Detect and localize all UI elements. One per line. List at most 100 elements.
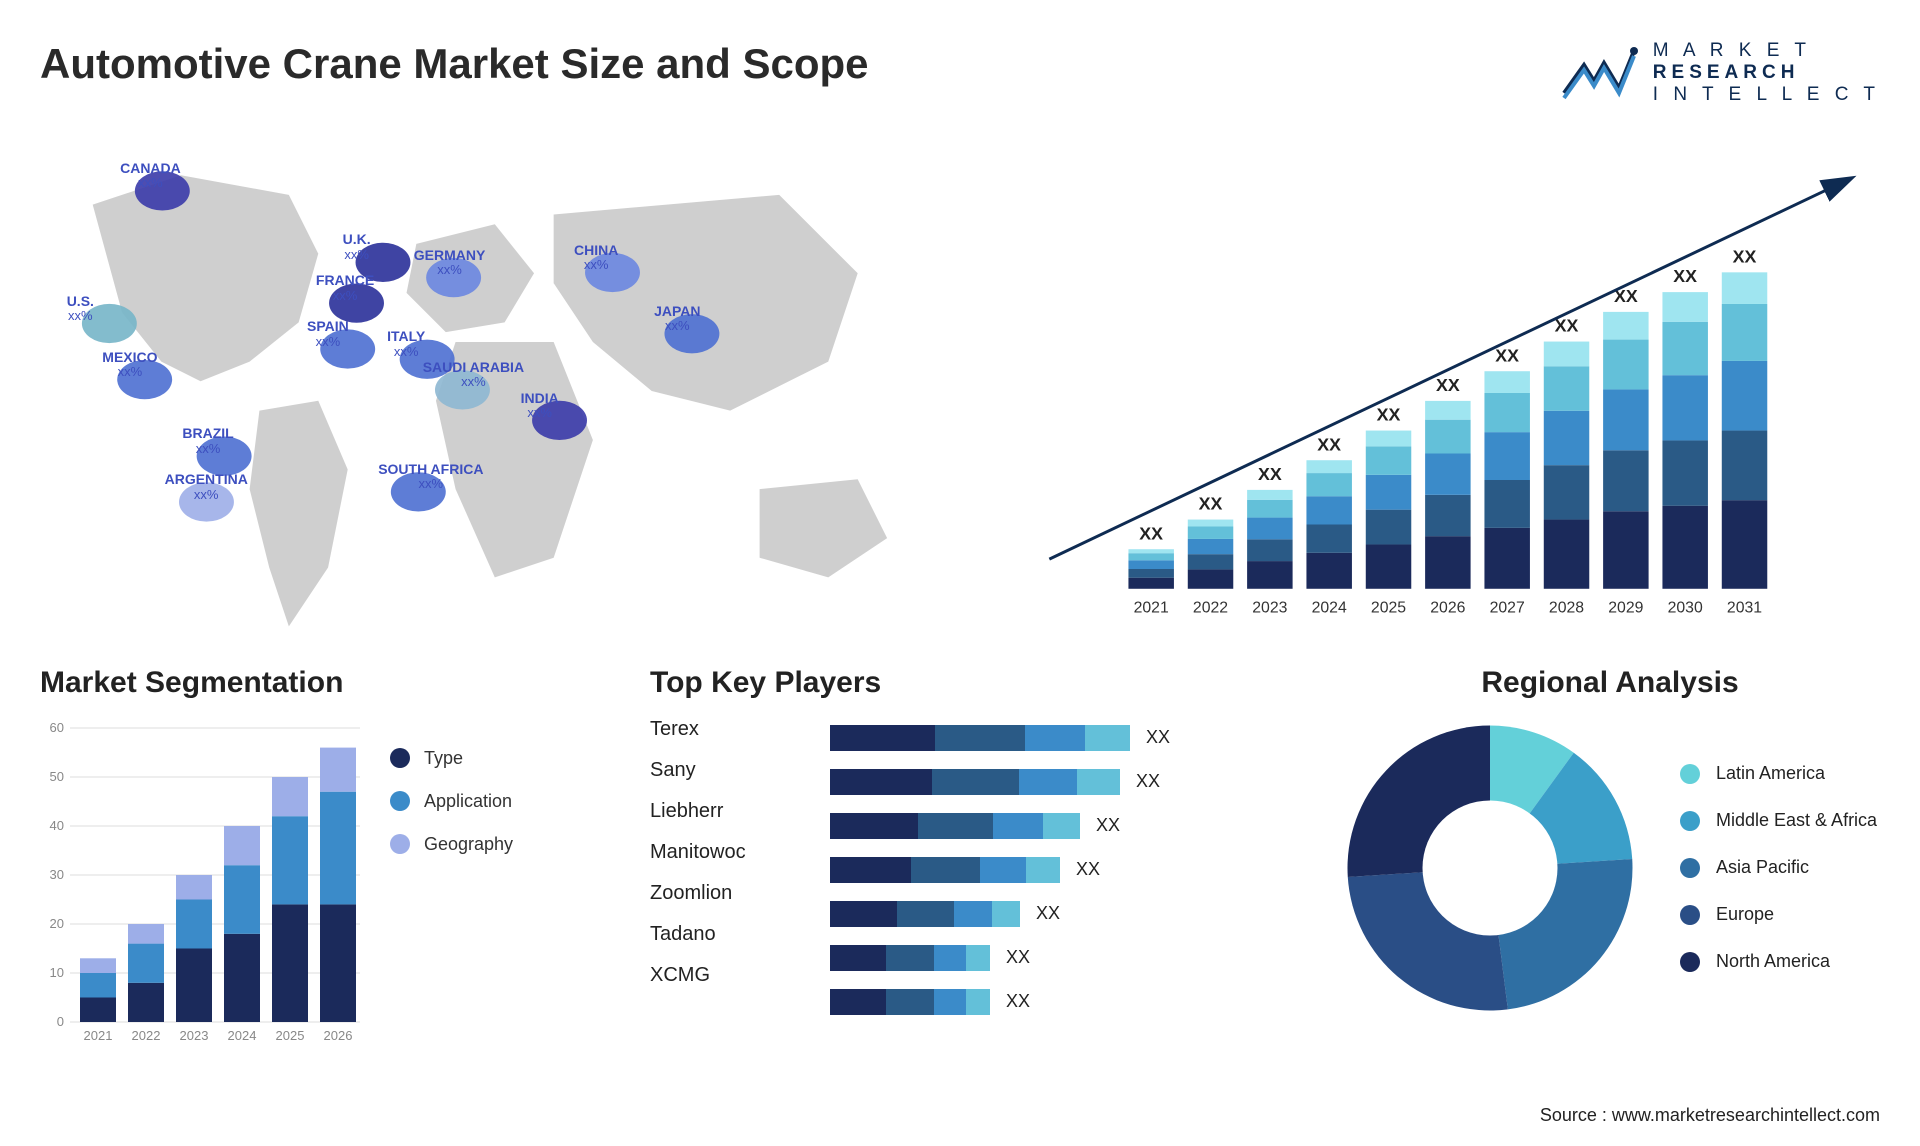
growth-bar-chart: XXXXXXXXXXXXXXXXXXXXXX 20212022202320242… [990,136,1880,646]
player-bar-row: XX [830,724,1290,752]
player-value-label: XX [1136,771,1160,792]
svg-text:XX: XX [1258,464,1282,484]
player-name: Liebherr [650,800,800,823]
svg-text:2027: 2027 [1490,599,1525,616]
svg-text:XX: XX [1139,523,1163,543]
logo-text: M A R K E T RESEARCH I N T E L L E C T [1653,40,1880,106]
player-bar-segment [918,813,993,839]
svg-text:60: 60 [50,720,64,735]
svg-text:2028: 2028 [1549,599,1584,616]
header-row: Automotive Crane Market Size and Scope M… [40,40,1880,106]
growth-chart-panel: XXXXXXXXXXXXXXXXXXXXXX 20212022202320242… [990,136,1880,646]
map-label-u-s-: U.S.xx% [67,294,94,324]
player-bar-row: XX [830,856,1290,884]
brand-logo: M A R K E T RESEARCH I N T E L L E C T [1559,40,1880,106]
svg-text:2023: 2023 [1252,599,1287,616]
svg-text:XX: XX [1199,493,1223,513]
player-bar-segment [1085,725,1130,751]
map-label-saudi-arabia: SAUDI ARABIAxx% [423,360,524,390]
legend-swatch-icon [390,748,410,768]
player-bar-segment [830,901,897,927]
player-bar-segment [886,989,934,1015]
map-label-france: FRANCExx% [316,273,374,303]
legend-label: Geography [424,834,513,855]
player-bar-segment [830,945,886,971]
map-label-south-africa: SOUTH AFRICAxx% [378,462,483,492]
player-bar-segment [1019,769,1077,795]
region-legend-item: North America [1680,951,1877,972]
player-bar-stack [830,769,1120,795]
player-bar-segment [897,901,954,927]
regional-title: Regional Analysis [1340,666,1880,700]
legend-label: Asia Pacific [1716,857,1809,878]
player-bar-row: XX [830,900,1290,928]
player-value-label: XX [1006,991,1030,1012]
logo-line2: RESEARCH [1653,62,1880,84]
segmentation-panel: Market Segmentation 0102030405060 202120… [40,666,600,1096]
legend-label: North America [1716,951,1830,972]
world-map-icon [40,136,930,646]
player-bar-segment [934,945,966,971]
svg-text:XX: XX [1495,345,1519,365]
player-bar-segment [830,725,935,751]
regional-body: Latin America Middle East & Africa Asia Pa… [1340,718,1880,1018]
legend-label: Middle East & Africa [1716,810,1877,831]
svg-text:2025: 2025 [1371,599,1406,616]
source-line: Source : www.marketresearchintellect.com [1540,1105,1880,1126]
logo-mark-icon [1559,43,1639,103]
svg-text:2030: 2030 [1668,599,1703,616]
svg-text:XX: XX [1377,404,1401,424]
svg-text:40: 40 [50,818,64,833]
region-legend-item: Middle East & Africa [1680,810,1877,831]
player-name: XCMG [650,964,800,987]
player-bar-segment [1026,857,1061,883]
player-value-label: XX [1096,815,1120,836]
regional-panel: Regional Analysis Latin America Middle Ea… [1340,666,1880,1096]
player-bar-segment [1025,725,1085,751]
player-bar-segment [886,945,934,971]
legend-label: Application [424,791,512,812]
player-value-label: XX [1006,947,1030,968]
player-name: Manitowoc [650,841,800,864]
map-label-japan: JAPANxx% [654,304,700,334]
svg-text:2026: 2026 [1430,599,1465,616]
segmentation-chart: 0102030405060 202120222023202420252026 [40,718,360,1048]
svg-text:50: 50 [50,769,64,784]
player-name: Zoomlion [650,882,800,905]
legend-label: Latin America [1716,763,1825,784]
player-bar-segment [980,857,1026,883]
map-label-china: CHINAxx% [574,243,618,273]
legend-swatch-icon [390,834,410,854]
map-label-india: INDIAxx% [521,391,559,421]
player-name: Tadano [650,923,800,946]
world-map-panel: CANADAxx%U.S.xx%MEXICOxx%BRAZILxx%ARGENT… [40,136,930,646]
player-bar-segment [966,945,990,971]
player-bar-segment [830,813,918,839]
player-value-label: XX [1036,903,1060,924]
player-value-label: XX [1076,859,1100,880]
svg-text:20: 20 [50,916,64,931]
players-title: Top Key Players [650,666,1290,700]
player-bar-stack [830,857,1060,883]
players-name-list: TerexSanyLiebherrManitowocZoomlionTadano… [650,718,800,1016]
segmentation-bar-chart: 0102030405060 202120222023202420252026 [40,718,360,1048]
svg-text:XX: XX [1436,375,1460,395]
player-bar-segment [954,901,992,927]
player-value-label: XX [1146,727,1170,748]
svg-text:2031: 2031 [1727,599,1762,616]
svg-text:0: 0 [57,1014,64,1029]
map-label-mexico: MEXICOxx% [102,350,157,380]
regional-donut-chart [1340,718,1640,1018]
player-bar-segment [932,769,1019,795]
player-bar-segment [992,901,1021,927]
region-legend-item: Europe [1680,904,1877,925]
svg-text:2024: 2024 [228,1028,257,1043]
legend-label: Europe [1716,904,1774,925]
page: Automotive Crane Market Size and Scope M… [0,0,1920,1146]
svg-text:2024: 2024 [1312,599,1347,616]
svg-text:XX: XX [1673,266,1697,286]
player-bar-row: XX [830,988,1290,1016]
svg-text:XX: XX [1733,246,1757,266]
player-bar-stack [830,989,990,1015]
logo-line1: M A R K E T [1653,40,1880,62]
